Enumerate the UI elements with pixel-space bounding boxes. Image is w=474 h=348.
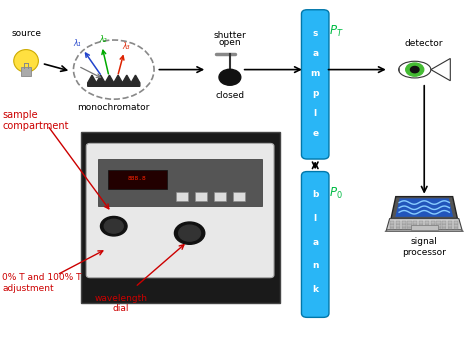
- Text: a: a: [312, 49, 318, 58]
- FancyBboxPatch shape: [108, 170, 167, 189]
- Polygon shape: [391, 197, 457, 219]
- Text: detector: detector: [405, 39, 444, 48]
- Text: k: k: [312, 285, 318, 294]
- Ellipse shape: [14, 49, 38, 72]
- FancyBboxPatch shape: [195, 192, 207, 201]
- Text: monochromator: monochromator: [78, 103, 150, 112]
- FancyBboxPatch shape: [411, 225, 438, 230]
- Text: b: b: [312, 190, 319, 199]
- FancyBboxPatch shape: [425, 227, 429, 229]
- Text: l: l: [314, 109, 317, 118]
- FancyBboxPatch shape: [436, 224, 440, 227]
- FancyBboxPatch shape: [396, 224, 400, 227]
- Circle shape: [73, 40, 154, 99]
- Polygon shape: [88, 75, 140, 86]
- Text: λ₃: λ₃: [123, 42, 130, 51]
- FancyBboxPatch shape: [413, 224, 418, 227]
- FancyBboxPatch shape: [301, 10, 329, 159]
- FancyBboxPatch shape: [301, 172, 329, 317]
- Text: closed: closed: [215, 91, 245, 100]
- FancyBboxPatch shape: [408, 221, 412, 224]
- Circle shape: [179, 225, 201, 241]
- FancyBboxPatch shape: [430, 227, 435, 229]
- Circle shape: [406, 63, 424, 76]
- Circle shape: [174, 222, 205, 244]
- Polygon shape: [431, 58, 450, 81]
- FancyBboxPatch shape: [413, 221, 418, 224]
- Text: λ₂: λ₂: [99, 35, 107, 44]
- FancyBboxPatch shape: [176, 192, 188, 201]
- FancyBboxPatch shape: [390, 224, 394, 227]
- FancyBboxPatch shape: [442, 224, 447, 227]
- FancyBboxPatch shape: [390, 221, 394, 224]
- FancyBboxPatch shape: [401, 224, 406, 227]
- Polygon shape: [386, 219, 462, 230]
- Text: e: e: [312, 129, 318, 139]
- FancyBboxPatch shape: [396, 221, 400, 224]
- Circle shape: [104, 219, 123, 233]
- Text: open: open: [219, 38, 241, 47]
- FancyBboxPatch shape: [21, 67, 31, 76]
- Text: 0% T and 100% T
adjustment: 0% T and 100% T adjustment: [2, 273, 82, 293]
- FancyBboxPatch shape: [419, 221, 423, 224]
- FancyBboxPatch shape: [448, 221, 452, 224]
- Polygon shape: [385, 230, 464, 231]
- FancyBboxPatch shape: [419, 227, 423, 229]
- Text: s: s: [312, 29, 318, 38]
- FancyBboxPatch shape: [436, 221, 440, 224]
- Text: $P_T$: $P_T$: [329, 24, 344, 39]
- Text: n: n: [312, 261, 319, 270]
- FancyBboxPatch shape: [408, 224, 412, 227]
- Text: λ₁: λ₁: [73, 39, 81, 48]
- FancyBboxPatch shape: [214, 192, 226, 201]
- FancyBboxPatch shape: [425, 224, 429, 227]
- FancyBboxPatch shape: [401, 221, 406, 224]
- Text: sample
compartment: sample compartment: [2, 110, 69, 131]
- FancyBboxPatch shape: [98, 159, 262, 206]
- FancyBboxPatch shape: [401, 227, 406, 229]
- FancyBboxPatch shape: [419, 224, 423, 227]
- Text: a: a: [312, 238, 318, 247]
- Text: m: m: [310, 69, 320, 78]
- FancyBboxPatch shape: [390, 227, 394, 229]
- FancyBboxPatch shape: [86, 143, 274, 278]
- FancyBboxPatch shape: [454, 224, 458, 227]
- FancyBboxPatch shape: [81, 132, 280, 303]
- FancyBboxPatch shape: [396, 227, 400, 229]
- FancyBboxPatch shape: [436, 227, 440, 229]
- FancyBboxPatch shape: [454, 227, 458, 229]
- Text: signal
processor: signal processor: [402, 237, 446, 257]
- FancyBboxPatch shape: [454, 221, 458, 224]
- FancyBboxPatch shape: [413, 227, 418, 229]
- FancyBboxPatch shape: [430, 221, 435, 224]
- Circle shape: [219, 69, 241, 85]
- FancyBboxPatch shape: [233, 192, 245, 201]
- Circle shape: [100, 216, 127, 236]
- FancyBboxPatch shape: [442, 221, 447, 224]
- Circle shape: [410, 66, 419, 73]
- Polygon shape: [395, 198, 453, 217]
- Text: $P_0$: $P_0$: [329, 186, 343, 201]
- FancyBboxPatch shape: [408, 227, 412, 229]
- Text: source: source: [11, 29, 41, 38]
- FancyBboxPatch shape: [430, 224, 435, 227]
- Text: 888.8: 888.8: [128, 176, 147, 181]
- FancyBboxPatch shape: [442, 227, 447, 229]
- FancyBboxPatch shape: [448, 227, 452, 229]
- Text: p: p: [312, 89, 319, 98]
- Text: l: l: [314, 214, 317, 223]
- Text: shutter: shutter: [213, 31, 246, 40]
- FancyBboxPatch shape: [448, 224, 452, 227]
- FancyBboxPatch shape: [425, 221, 429, 224]
- Text: wavelength
dial: wavelength dial: [94, 294, 147, 314]
- Ellipse shape: [399, 61, 431, 78]
